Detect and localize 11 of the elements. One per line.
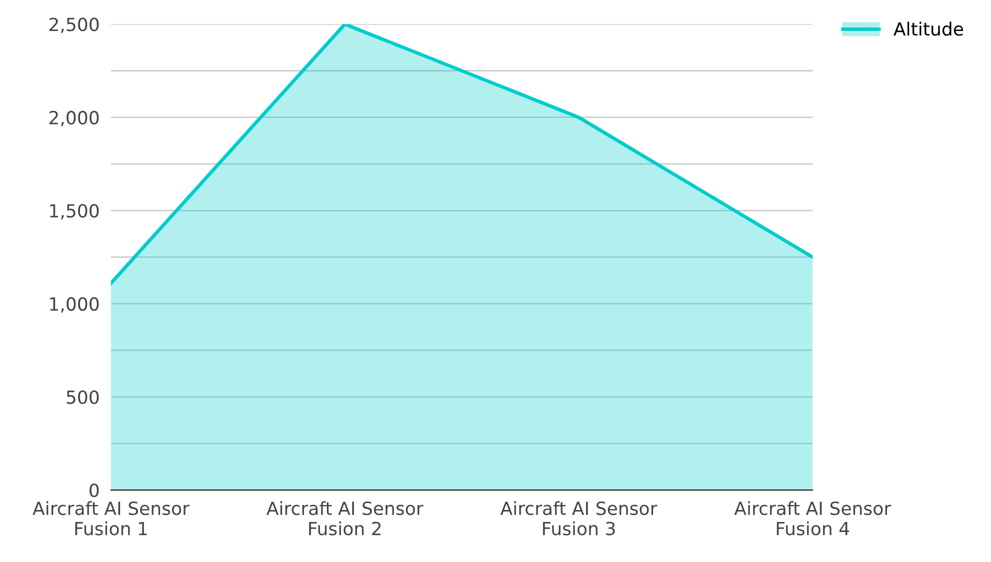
x-tick-label: Aircraft AI Sensor Fusion 2 — [266, 501, 424, 536]
y-tick-label: 0 — [90, 484, 99, 498]
x-tick-label: Aircraft AI Sensor Fusion 3 — [500, 501, 658, 536]
y-tick-label: 1,500 — [50, 204, 99, 220]
x-tick-label: Aircraft AI Sensor Fusion 1 — [32, 501, 190, 536]
legend-label: Altitude — [894, 22, 964, 36]
y-tick-label: 2,500 — [50, 18, 99, 34]
y-tick-label: 500 — [66, 390, 99, 404]
y-tick-label: 2,000 — [50, 110, 99, 126]
x-tick-label: Aircraft AI Sensor Fusion 4 — [734, 501, 892, 536]
y-tick-label: 1,000 — [50, 297, 99, 313]
